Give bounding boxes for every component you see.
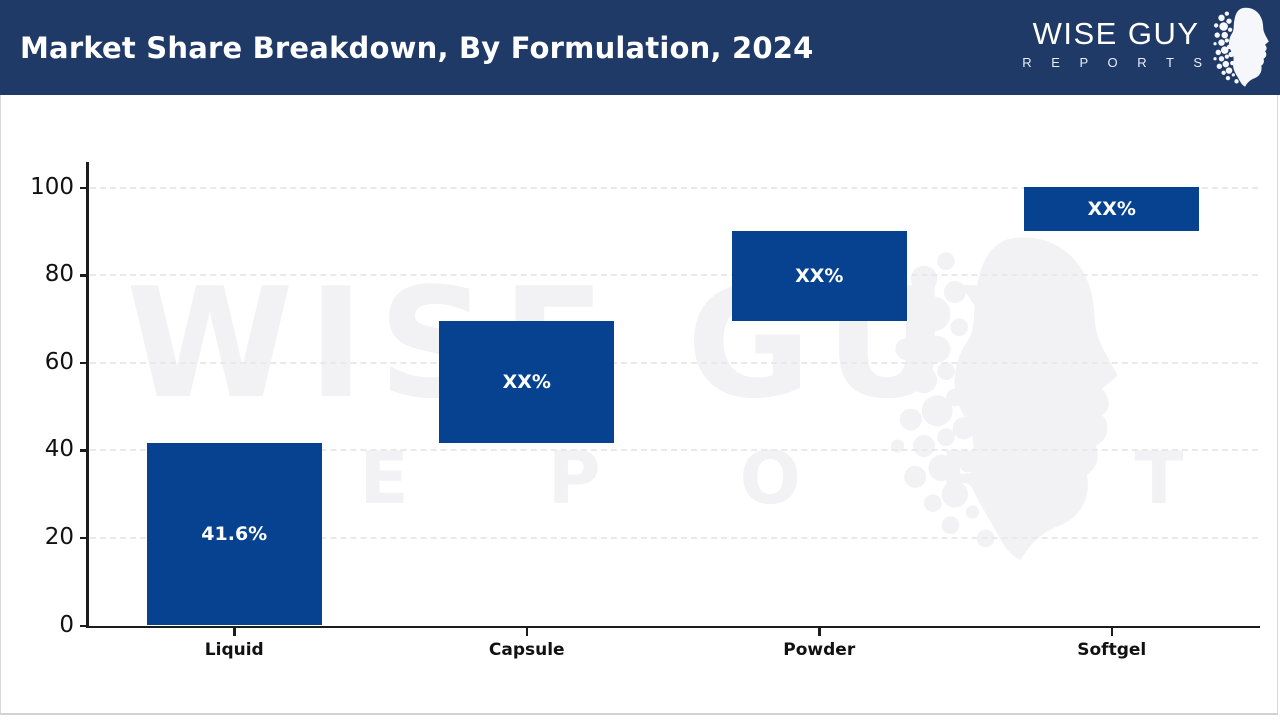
gridline [90, 449, 1258, 452]
y-tick-mark [80, 361, 88, 365]
x-tick-mark [818, 627, 821, 636]
x-category-label: Liquid [204, 639, 264, 660]
y-tick-label: 60 [44, 348, 74, 375]
y-axis-line [86, 162, 89, 628]
y-tick-label: 80 [44, 261, 74, 288]
x-category-label: Capsule [488, 639, 565, 660]
header-bar: Market Share Breakdown, By Formulation, … [0, 0, 1280, 95]
y-tick-label: 0 [59, 611, 74, 638]
gridline [90, 361, 1258, 364]
gridline [90, 274, 1258, 277]
y-tick-label: 40 [44, 436, 74, 463]
wiseguy-logo: WISE GUY R E P O R T S [980, 0, 1280, 95]
gridline [90, 536, 1258, 539]
x-tick-mark [525, 627, 529, 636]
x-axis-line [86, 625, 1260, 628]
y-tick-mark [80, 449, 88, 452]
y-tick-mark [80, 186, 88, 189]
bar-value-label: 41.6% [201, 523, 268, 546]
bar-value-label: XX% [502, 370, 551, 393]
bar: XX% [731, 230, 907, 321]
logo-subtitle: R E P O R T S [1022, 55, 1210, 70]
y-tick-label: 100 [30, 173, 74, 200]
bar-value-label: XX% [795, 264, 844, 287]
bar: 41.6% [146, 443, 322, 626]
x-category-label: Powder [783, 639, 856, 660]
y-tick-label: 20 [44, 523, 74, 550]
bar: XX% [439, 320, 615, 444]
page-title: Market Share Breakdown, By Formulation, … [20, 30, 814, 65]
x-tick-mark [233, 627, 236, 636]
bar: XX% [1024, 186, 1200, 231]
logo-text: WISE GUY R E P O R T S [1022, 16, 1210, 70]
bar-value-label: XX% [1087, 197, 1136, 220]
y-tick-mark [80, 274, 88, 277]
y-tick-mark [80, 624, 88, 627]
gridline [90, 186, 1258, 189]
x-category-label: Softgel [1077, 639, 1147, 660]
logo-wordmark: WISE GUY [1032, 16, 1200, 51]
y-tick-mark [80, 536, 88, 540]
x-tick-mark [1110, 627, 1114, 636]
